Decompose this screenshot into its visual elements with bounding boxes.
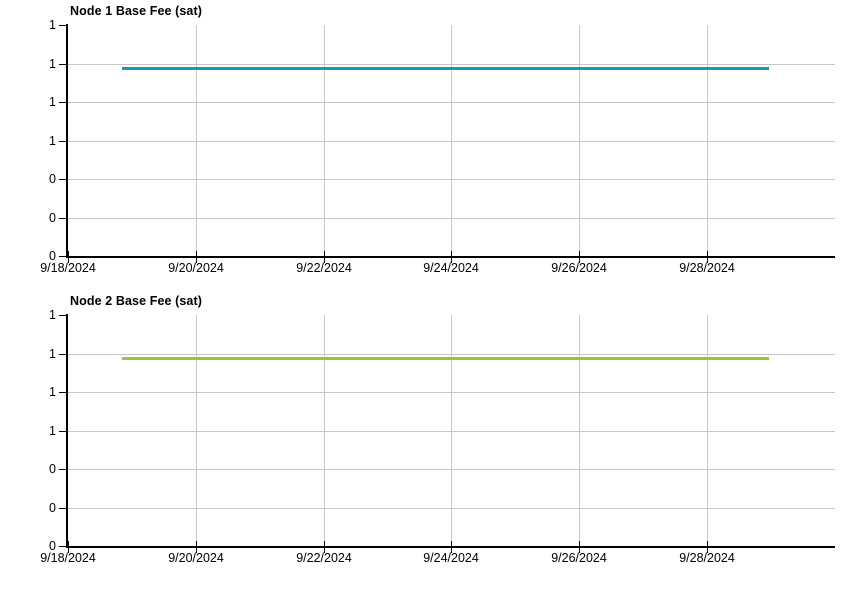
y-axis-label-text: 1	[49, 424, 56, 438]
y-axis-label-text: 1	[49, 385, 56, 399]
y-axis-label-text: 1	[49, 18, 56, 32]
x-axis-label: 9/18/2024	[40, 261, 96, 275]
y-axis-label-text: 1	[49, 308, 56, 322]
x-axis-tick	[324, 541, 325, 553]
y-axis-label: 1	[0, 95, 56, 109]
y-axis-tick	[59, 179, 67, 180]
x-axis-label: 9/20/2024	[168, 551, 224, 565]
y-axis-tick	[59, 141, 67, 142]
gridline-vertical	[196, 25, 197, 257]
gridline-vertical	[707, 25, 708, 257]
x-axis-tick	[324, 251, 325, 263]
plot-area	[68, 25, 835, 257]
y-axis-tick	[59, 218, 67, 219]
x-axis-tick	[451, 541, 452, 553]
x-axis-tick	[68, 251, 69, 263]
y-axis-label: 0	[0, 462, 56, 476]
y-axis-line	[66, 314, 68, 548]
y-axis-tick	[59, 469, 67, 470]
x-axis-label: 9/26/2024	[551, 551, 607, 565]
gridline-vertical	[196, 315, 197, 547]
plot-area	[68, 315, 835, 547]
gridline-vertical	[324, 25, 325, 257]
chart-panel-node-2: Node 2 Base Fee (sat) 1 1 1 1 0 0 0 9/18/2024 9/…	[0, 290, 860, 580]
gridline-vertical	[324, 315, 325, 547]
gridline-vertical	[579, 25, 580, 257]
x-axis-tick	[579, 541, 580, 553]
y-axis-tick	[59, 25, 67, 26]
x-axis-tick	[707, 541, 708, 553]
series-line	[122, 67, 769, 70]
x-axis-label: 9/24/2024	[423, 261, 479, 275]
y-axis-label: 0	[0, 539, 56, 553]
series-line	[122, 357, 769, 360]
y-axis-label: 1	[0, 347, 56, 361]
y-axis-label: 0	[0, 249, 56, 263]
y-axis-label: 1	[0, 424, 56, 438]
x-axis-line	[66, 546, 835, 548]
y-axis-tick	[59, 431, 67, 432]
y-axis-label: 1	[0, 308, 56, 322]
x-axis-label: 9/22/2024	[296, 551, 352, 565]
y-axis-label-text: 0	[49, 539, 56, 553]
y-axis-label-text: 0	[49, 172, 56, 186]
chart-panel-node-1: Node 1 Base Fee (sat) 1 1 1 1 0 0 0 9/18/2024 9/…	[0, 0, 860, 290]
chart-title: Node 1 Base Fee (sat)	[70, 4, 203, 18]
y-axis-label-text: 0	[49, 211, 56, 225]
y-axis-tick	[59, 64, 67, 65]
y-axis-tick	[59, 102, 67, 103]
x-axis-tick	[68, 541, 69, 553]
gridline-vertical	[451, 315, 452, 547]
x-axis-label: 9/20/2024	[168, 261, 224, 275]
y-axis-label-text: 0	[49, 501, 56, 515]
y-axis-label-text: 1	[49, 95, 56, 109]
y-axis-label: 1	[0, 57, 56, 71]
x-axis-line	[66, 256, 835, 258]
y-axis-tick	[59, 392, 67, 393]
y-axis-label-text: 0	[49, 249, 56, 263]
y-axis-label: 1	[0, 134, 56, 148]
y-axis-label: 0	[0, 501, 56, 515]
y-axis-tick	[59, 508, 67, 509]
x-axis-tick	[196, 251, 197, 263]
x-axis-tick	[451, 251, 452, 263]
y-axis-line	[66, 24, 68, 258]
y-axis-tick	[59, 256, 67, 257]
x-axis-label: 9/22/2024	[296, 261, 352, 275]
y-axis-label: 1	[0, 18, 56, 32]
y-axis-tick	[59, 546, 67, 547]
gridline-vertical	[451, 25, 452, 257]
x-axis-tick	[707, 251, 708, 263]
y-axis-tick	[59, 315, 67, 316]
x-axis-label: 9/24/2024	[423, 551, 479, 565]
x-axis-label: 9/26/2024	[551, 261, 607, 275]
chart-title: Node 2 Base Fee (sat)	[70, 294, 203, 308]
y-axis-label-text: 1	[49, 134, 56, 148]
x-axis-label: 9/18/2024	[40, 551, 96, 565]
y-axis-tick	[59, 354, 67, 355]
y-axis-label-text: 1	[49, 57, 56, 71]
x-axis-tick	[196, 541, 197, 553]
gridline-vertical	[707, 315, 708, 547]
x-axis-label: 9/28/2024	[679, 261, 735, 275]
x-axis-tick	[579, 251, 580, 263]
y-axis-label: 0	[0, 211, 56, 225]
y-axis-label-text: 0	[49, 462, 56, 476]
gridline-vertical	[579, 315, 580, 547]
y-axis-label: 0	[0, 172, 56, 186]
y-axis-label: 1	[0, 385, 56, 399]
y-axis-label-text: 1	[49, 347, 56, 361]
x-axis-label: 9/28/2024	[679, 551, 735, 565]
